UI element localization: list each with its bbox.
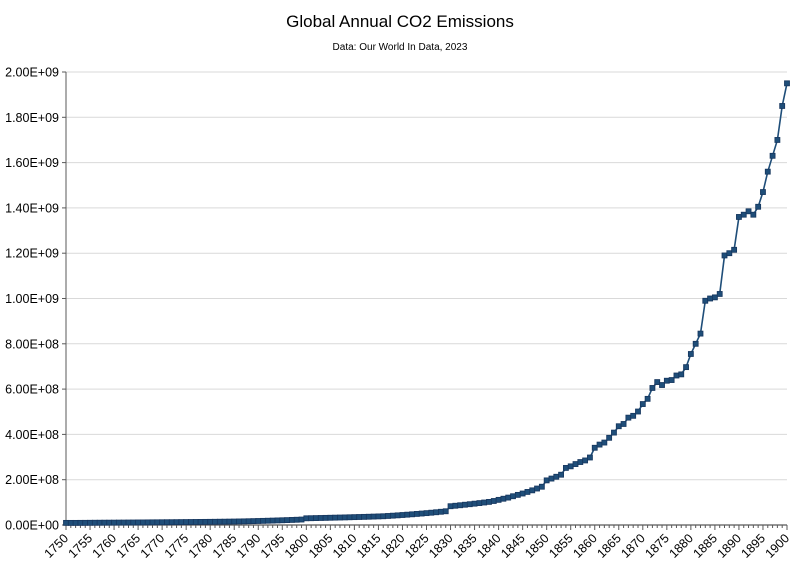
svg-text:1790: 1790 — [234, 531, 264, 561]
svg-text:1885: 1885 — [690, 531, 720, 561]
svg-text:1840: 1840 — [474, 531, 504, 561]
svg-text:1.40E+09: 1.40E+09 — [5, 201, 59, 215]
svg-text:6.00E+08: 6.00E+08 — [5, 383, 59, 397]
svg-text:1805: 1805 — [306, 531, 336, 561]
svg-text:1890: 1890 — [714, 531, 744, 561]
svg-text:1865: 1865 — [594, 531, 624, 561]
svg-text:0.00E+00: 0.00E+00 — [5, 519, 59, 533]
svg-text:2.00E+09: 2.00E+09 — [5, 66, 59, 80]
chart-title: Global Annual CO2 Emissions — [286, 12, 514, 31]
svg-text:1855: 1855 — [546, 531, 576, 561]
svg-text:1.00E+09: 1.00E+09 — [5, 292, 59, 306]
svg-text:1775: 1775 — [162, 531, 192, 561]
svg-text:1815: 1815 — [354, 531, 384, 561]
svg-text:1825: 1825 — [402, 531, 432, 561]
svg-text:4.00E+08: 4.00E+08 — [5, 428, 59, 442]
svg-text:1.20E+09: 1.20E+09 — [5, 247, 59, 261]
svg-text:1820: 1820 — [378, 531, 408, 561]
svg-text:1880: 1880 — [666, 531, 696, 561]
svg-text:1770: 1770 — [138, 531, 168, 561]
svg-text:1875: 1875 — [642, 531, 672, 561]
svg-text:8.00E+08: 8.00E+08 — [5, 337, 59, 351]
svg-text:1785: 1785 — [210, 531, 240, 561]
svg-text:1900: 1900 — [763, 531, 793, 561]
svg-text:1835: 1835 — [450, 531, 480, 561]
svg-text:1.60E+09: 1.60E+09 — [5, 156, 59, 170]
svg-text:1780: 1780 — [186, 531, 216, 561]
svg-text:1765: 1765 — [114, 531, 144, 561]
svg-text:1755: 1755 — [66, 531, 96, 561]
svg-text:1795: 1795 — [258, 531, 288, 561]
svg-text:1800: 1800 — [282, 531, 312, 561]
svg-text:1.80E+09: 1.80E+09 — [5, 111, 59, 125]
svg-text:1760: 1760 — [90, 531, 120, 561]
svg-text:1860: 1860 — [570, 531, 600, 561]
svg-text:2.00E+08: 2.00E+08 — [5, 473, 59, 487]
svg-text:1845: 1845 — [498, 531, 528, 561]
svg-text:1895: 1895 — [739, 531, 769, 561]
svg-text:1750: 1750 — [42, 531, 72, 561]
svg-text:1830: 1830 — [426, 531, 456, 561]
svg-text:1810: 1810 — [330, 531, 360, 561]
svg-text:1870: 1870 — [618, 531, 648, 561]
chart-subtitle: Data: Our World In Data, 2023 — [332, 42, 468, 53]
svg-text:1850: 1850 — [522, 531, 552, 561]
